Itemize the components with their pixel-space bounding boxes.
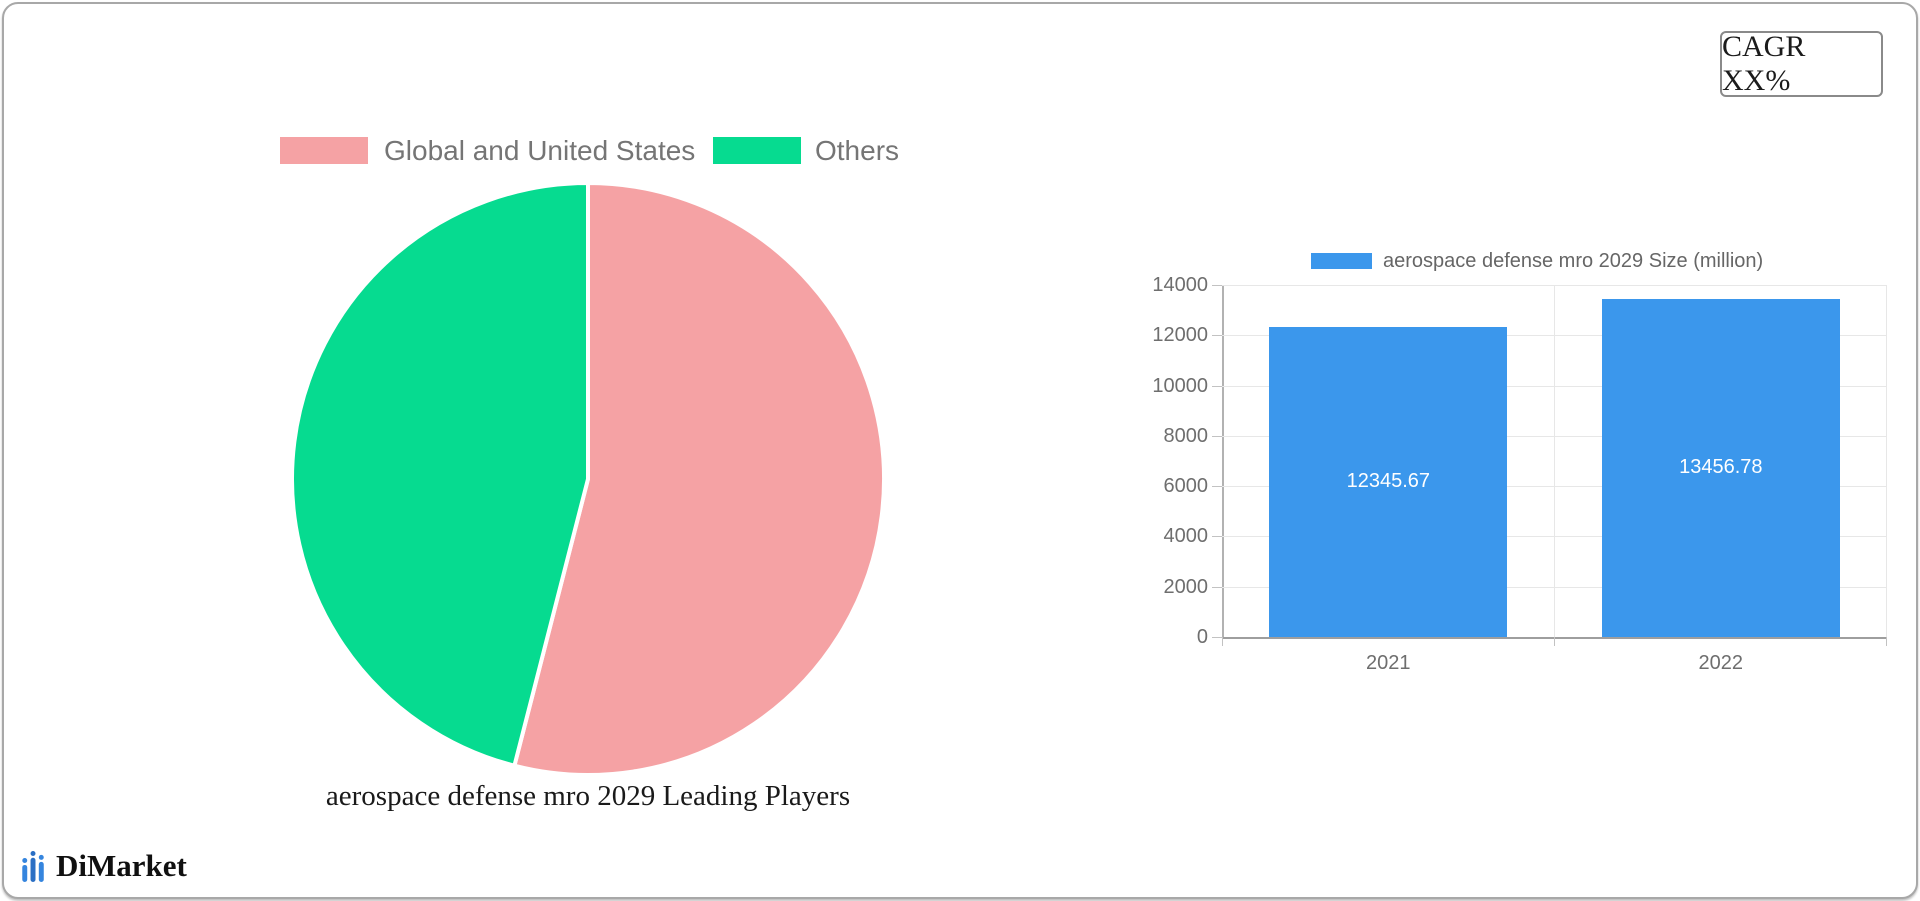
gridline-y-14000 (1222, 285, 1887, 286)
gridline-y-4000 (1222, 536, 1887, 538)
bar-value-label-2022: 13456.78 (1679, 456, 1763, 479)
y-axis-label-12000: 12000 (1152, 324, 1208, 347)
gridline-y-8000 (1222, 435, 1887, 437)
pie-slice-0 (512, 181, 887, 777)
legend-label-others: Others (815, 135, 900, 166)
y-tick-8000 (1212, 435, 1222, 437)
cagr-label: CAGR XX% (1722, 30, 1806, 97)
gridline-y-10000 (1222, 385, 1887, 387)
gridline-x-1 (1553, 285, 1555, 637)
x-tick-2 (1886, 637, 1887, 646)
gridline-y-12000 (1222, 335, 1887, 337)
y-axis-label-10000: 10000 (1152, 374, 1208, 397)
gridline-y-2000 (1222, 586, 1887, 588)
y-axis-label-2000: 2000 (1163, 575, 1209, 598)
legend-swatch-global (280, 137, 368, 164)
pie-legend-item-others: Others (713, 135, 900, 166)
brand-logo: DiMarket (22, 850, 187, 882)
y-axis-label-6000: 6000 (1163, 475, 1209, 498)
x-axis-label-2022: 2022 (1698, 652, 1744, 674)
pie-title: aerospace defense mro 2029 Leading Playe… (325, 780, 851, 812)
gridline-y-0 (1222, 637, 1887, 639)
bar-value-label-2021: 12345.67 (1346, 470, 1430, 493)
bar-legend-label: aerospace defense mro 2029 Size (million… (1383, 249, 1764, 272)
pie-chart-svg (290, 181, 887, 777)
pie-slice-1 (290, 181, 590, 768)
x-axis-label-2021: 2021 (1366, 652, 1411, 674)
bar-legend: aerospace defense mro 2029 Size (million… (1311, 248, 1763, 274)
y-tick-10000 (1212, 385, 1222, 387)
pie-legend-item-global: Global and United States (280, 135, 696, 166)
bar-x-axis-labels: 2021 2022 (1222, 652, 1887, 682)
gridline-x-2 (1886, 285, 1887, 637)
y-tick-12000 (1212, 335, 1222, 337)
bar-2021: 12345.67 (1269, 326, 1508, 637)
x-tick-0 (1222, 637, 1223, 646)
y-axis-label-14000: 14000 (1152, 274, 1208, 296)
cagr-badge: CAGR XX% (1720, 30, 1883, 97)
y-axis-label-4000: 4000 (1163, 525, 1209, 548)
x-tick-1 (1553, 637, 1555, 646)
legend-swatch-others (713, 137, 801, 164)
y-tick-6000 (1212, 486, 1222, 488)
y-axis-label-0: 0 (1196, 626, 1208, 648)
y-axis-label-8000: 8000 (1163, 424, 1209, 447)
y-tick-4000 (1212, 536, 1222, 538)
pie-chart (288, 179, 888, 779)
y-tick-0 (1212, 637, 1222, 638)
dimarket-logo-icon (22, 851, 44, 882)
bar-y-axis-labels: 0 2000 4000 6000 8000 10000 12000 14000 (1078, 274, 1209, 648)
y-axis-line (1222, 285, 1224, 639)
bar-chart-plot: 12345.67 13456.78 (1212, 285, 1887, 646)
brand-name: DiMarket (56, 848, 187, 883)
bar-2022: 13456.78 (1601, 298, 1840, 637)
bar-legend-swatch (1311, 253, 1372, 269)
y-tick-2000 (1212, 586, 1222, 588)
y-tick-14000 (1212, 285, 1222, 286)
gridline-y-6000 (1222, 486, 1887, 488)
legend-label-global: Global and United States (384, 135, 696, 166)
